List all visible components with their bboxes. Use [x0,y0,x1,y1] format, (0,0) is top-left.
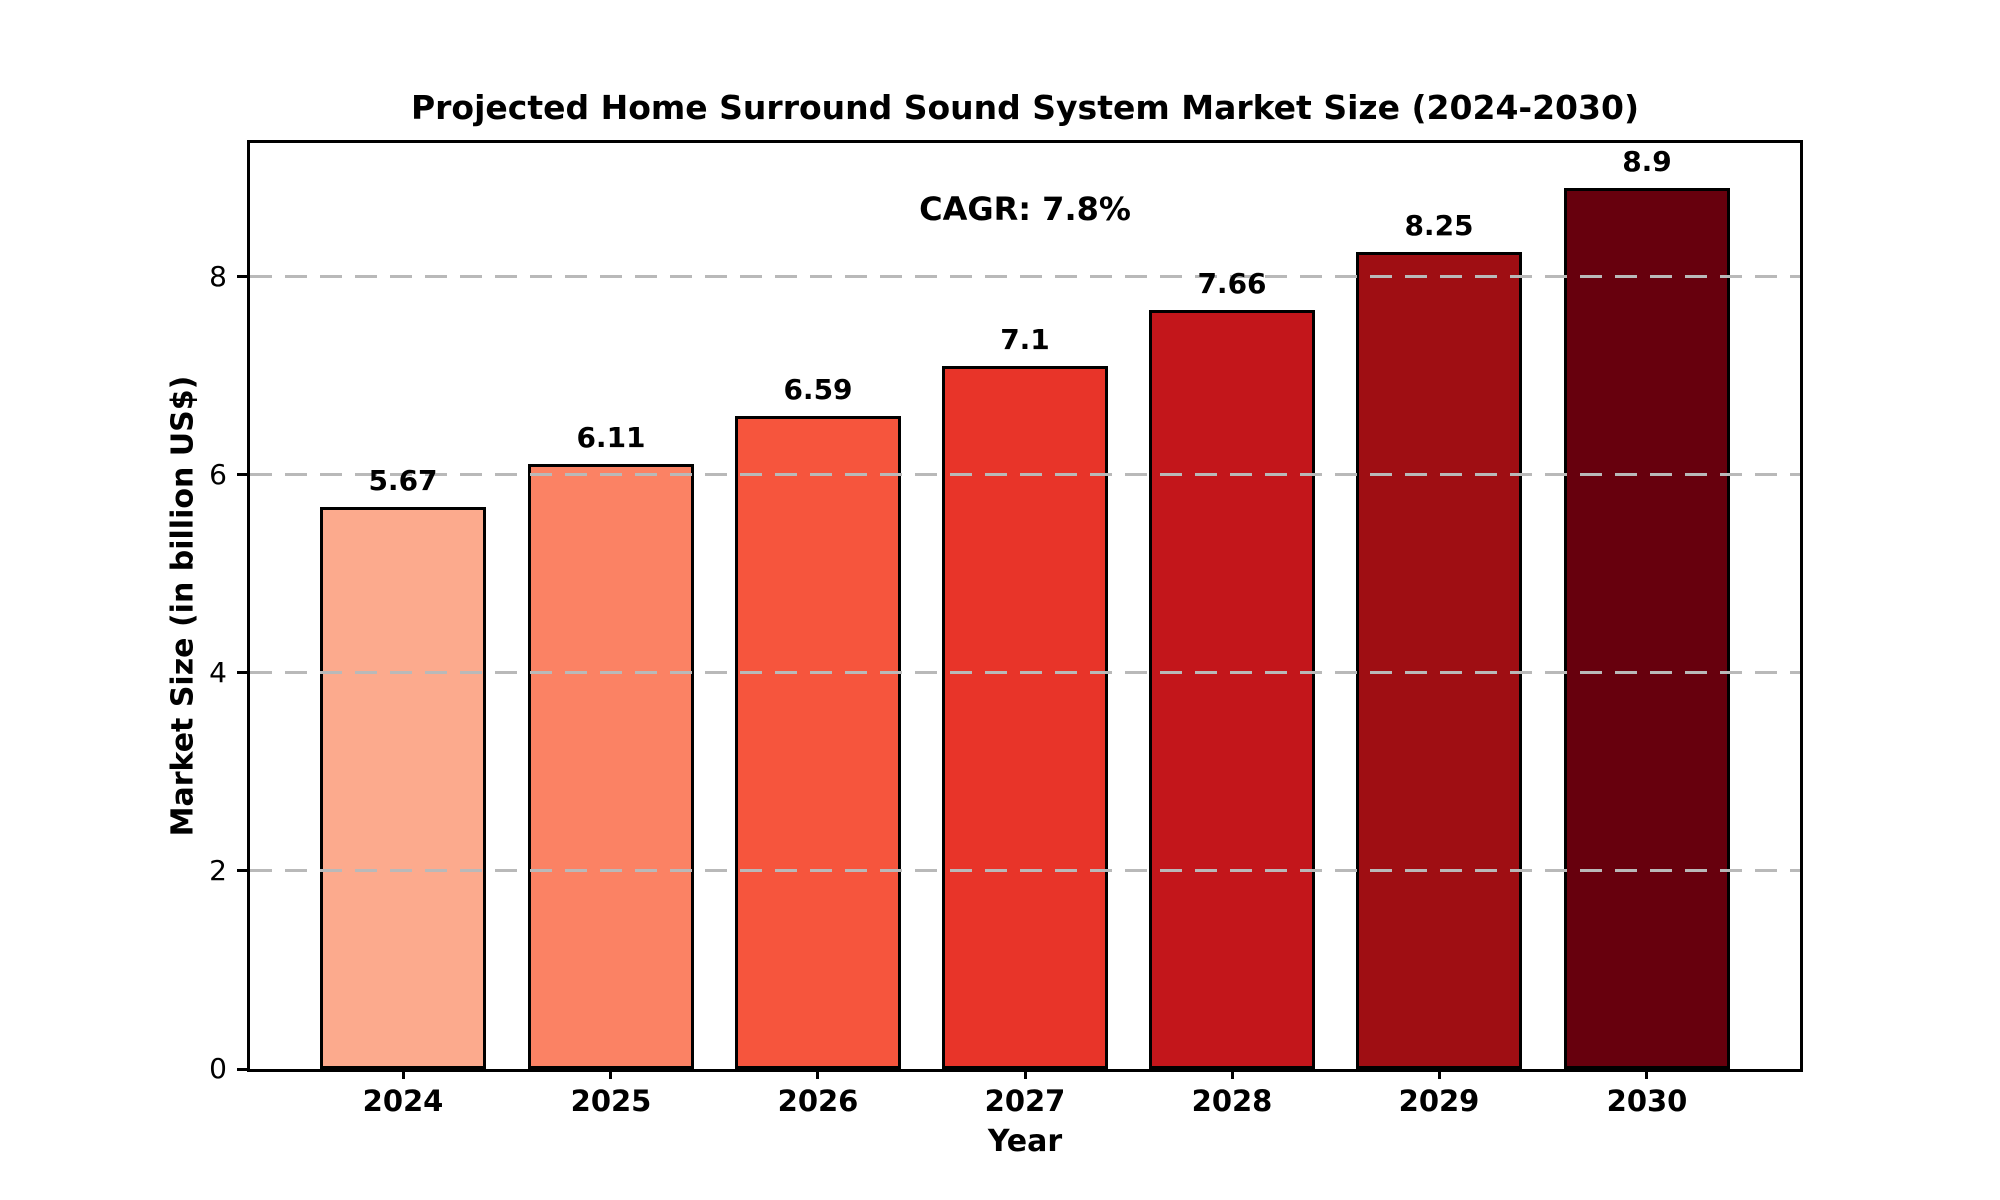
chart-title: Projected Home Surround Sound System Mar… [410,88,1640,127]
y-tick [237,473,247,476]
bar-2029 [1356,252,1522,1069]
y-tick [237,1068,247,1071]
bar-value-label: 6.11 [576,421,646,454]
y-tick-label: 6 [209,458,227,491]
x-tick [1438,1069,1441,1079]
x-tick-label: 2030 [1606,1084,1688,1118]
bar-value-label: 6.59 [783,373,853,406]
x-tick [816,1069,819,1079]
x-tick [609,1069,612,1079]
bar-2026 [735,416,901,1069]
x-tick-label: 2027 [984,1084,1066,1118]
y-axis-label: Market Size (in billion US$) [165,375,201,837]
x-tick-label: 2028 [1191,1084,1273,1118]
bar-2030 [1564,188,1730,1069]
bar-value-label: 7.66 [1197,267,1267,300]
y-tick [237,671,247,674]
x-tick [1645,1069,1648,1079]
bar-2024 [320,507,486,1069]
bar-value-label: 8.9 [1622,145,1672,178]
x-tick-label: 2029 [1398,1084,1480,1118]
bar-2028 [1149,310,1315,1069]
x-axis-label: Year [987,1124,1063,1159]
bar-value-label: 8.25 [1404,209,1474,242]
x-tick [1231,1069,1234,1079]
y-tick [237,869,247,872]
y-tick-label: 4 [209,656,227,689]
x-tick-label: 2025 [570,1084,652,1118]
bar-value-label: 5.67 [368,464,438,497]
y-tick-label: 8 [209,260,227,293]
gridline [250,473,1800,476]
gridline [250,869,1800,872]
x-tick-label: 2026 [777,1084,859,1118]
y-tick [237,275,247,278]
x-tick [1024,1069,1027,1079]
plot-area: 5.67 6.11 6.59 7.1 7.66 8.25 8.9 [250,143,1800,1069]
gridline [250,275,1800,278]
bar-2027 [942,366,1108,1069]
bar-2025 [528,464,694,1069]
x-tick [402,1069,405,1079]
x-tick-label: 2024 [362,1084,444,1118]
bar-value-label: 7.1 [1000,323,1050,356]
y-tick-label: 2 [209,854,227,887]
y-tick-label: 0 [209,1052,227,1085]
gridline [250,671,1800,674]
cagr-annotation: CAGR: 7.8% [919,190,1131,228]
